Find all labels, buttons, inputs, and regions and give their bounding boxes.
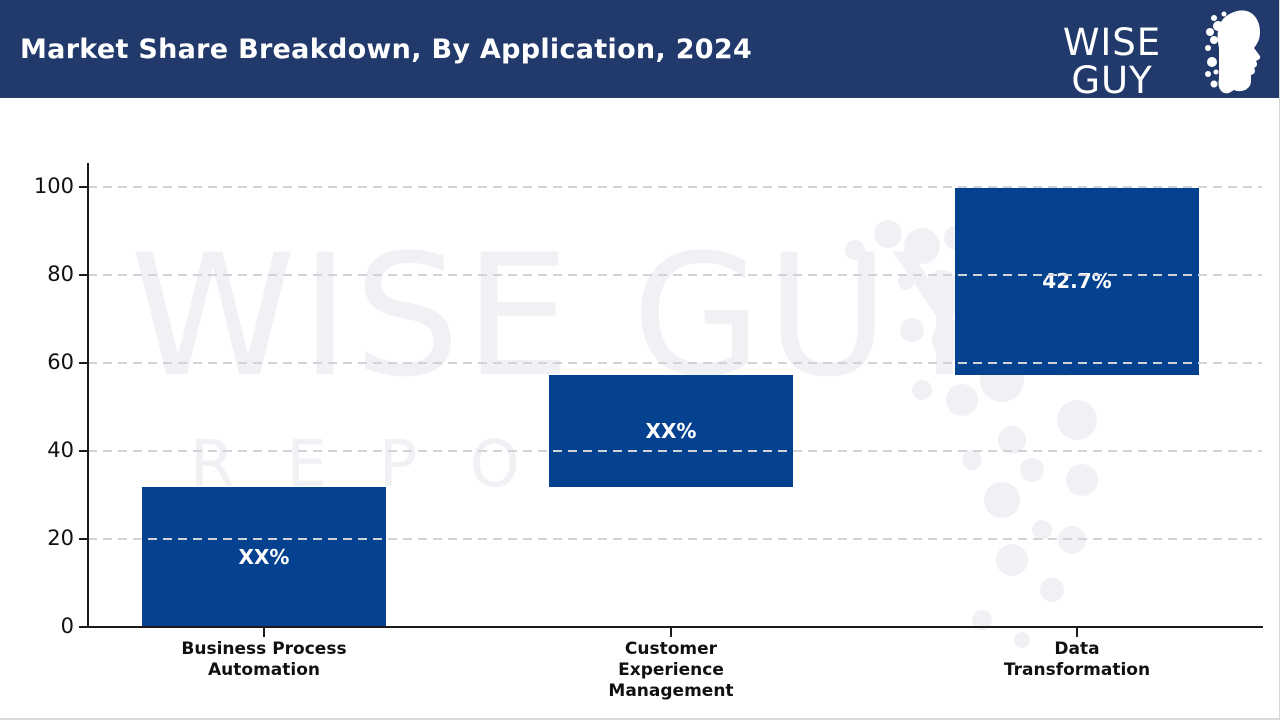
y-tick bbox=[79, 274, 87, 276]
x-tick bbox=[1076, 628, 1078, 637]
y-tick-label: 80 bbox=[47, 262, 74, 286]
y-axis-line bbox=[87, 163, 89, 628]
y-tick bbox=[79, 362, 87, 364]
wise-guy-logo: WISE GUY REPORTS bbox=[1018, 0, 1268, 118]
category-line: Experience bbox=[618, 660, 724, 680]
logo-text: WISE GUY REPORTS bbox=[1018, 21, 1206, 119]
x-axis-line bbox=[87, 626, 1263, 628]
gridline-60 bbox=[88, 362, 1262, 364]
y-tick-label: 0 bbox=[60, 614, 74, 638]
gridline-40 bbox=[88, 450, 1262, 452]
gridline-80 bbox=[88, 274, 1262, 276]
bar-value-label: XX% bbox=[238, 545, 290, 570]
logo-subtitle: REPORTS bbox=[1041, 102, 1191, 118]
logo-wordmark: WISE GUY bbox=[1062, 21, 1162, 102]
bar-data-transformation: 42.7% bbox=[955, 187, 1199, 376]
bar-customer-experience-management: XX% bbox=[549, 375, 793, 488]
x-tick bbox=[670, 628, 672, 637]
y-tick bbox=[79, 538, 87, 540]
category-line: Transformation bbox=[1003, 660, 1151, 680]
logo-face-icon bbox=[1205, 10, 1261, 94]
x-category-label-customer-experience-management: Customer Experience Management bbox=[511, 639, 831, 702]
category-line: Management bbox=[608, 681, 734, 701]
y-tick bbox=[79, 626, 87, 628]
x-tick bbox=[263, 628, 265, 637]
watermark-dots-icon bbox=[845, 220, 1098, 648]
x-category-label-business-process-automation: Business Process Automation bbox=[104, 639, 424, 681]
category-line: Business Process bbox=[181, 639, 347, 659]
bar-value-label: XX% bbox=[645, 419, 697, 444]
y-tick bbox=[79, 450, 87, 452]
category-line: Data bbox=[1054, 639, 1100, 659]
header-bar: Market Share Breakdown, By Application, … bbox=[0, 0, 1279, 118]
x-category-label-data-transformation: Data Transformation bbox=[917, 639, 1237, 681]
y-tick-label: 40 bbox=[47, 438, 74, 462]
y-tick bbox=[79, 186, 87, 188]
category-line: Customer bbox=[624, 639, 718, 659]
y-tick-label: 100 bbox=[33, 174, 74, 198]
y-tick-label: 20 bbox=[47, 526, 74, 550]
gridline-100 bbox=[88, 186, 1262, 188]
bar-value-label: 42.7% bbox=[1042, 269, 1112, 294]
y-tick-label: 60 bbox=[47, 350, 74, 374]
page-title: Market Share Breakdown, By Application, … bbox=[20, 33, 753, 65]
category-line: Automation bbox=[208, 660, 320, 680]
gridline-20 bbox=[88, 538, 1262, 540]
bar-business-process-automation: XX% bbox=[142, 487, 386, 627]
